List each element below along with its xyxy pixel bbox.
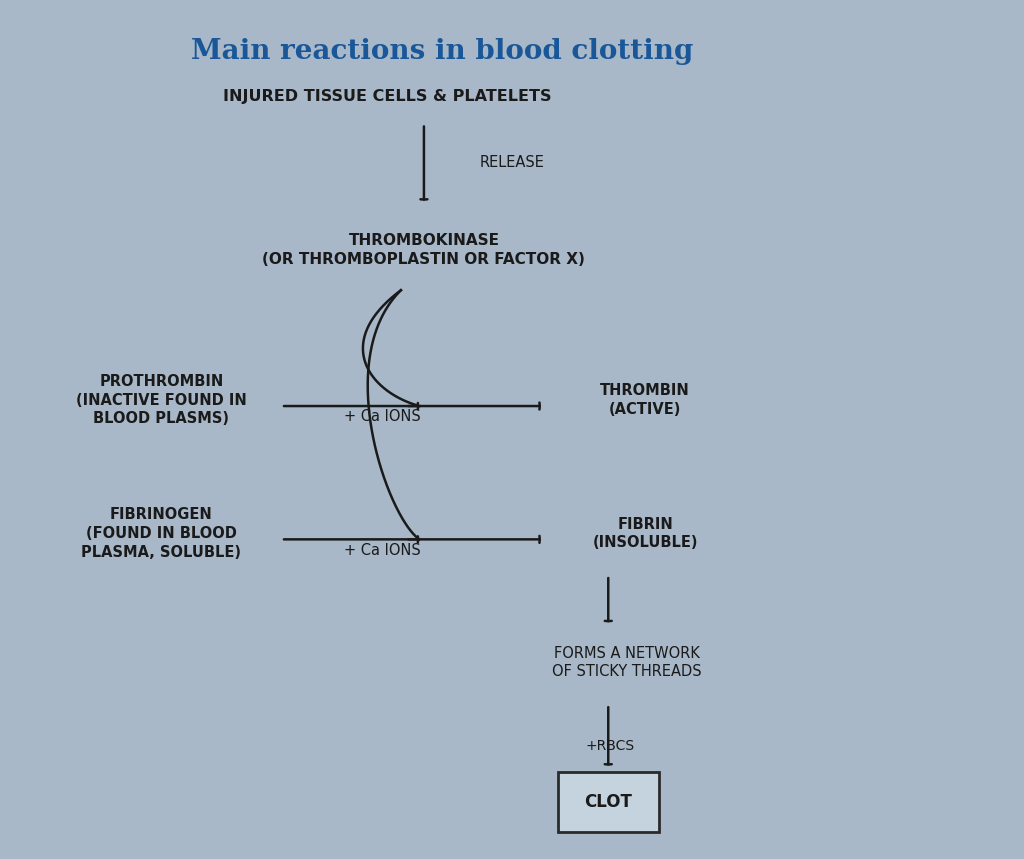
FancyBboxPatch shape <box>557 772 659 832</box>
Text: + Ca IONS: + Ca IONS <box>344 543 421 557</box>
Text: +RBCS: +RBCS <box>586 739 634 753</box>
Text: FIBRIN
(INSOLUBLE): FIBRIN (INSOLUBLE) <box>592 517 698 551</box>
Text: THROMBIN
(ACTIVE): THROMBIN (ACTIVE) <box>600 383 690 417</box>
Text: PROTHROMBIN
(INACTIVE FOUND IN
BLOOD PLASMS): PROTHROMBIN (INACTIVE FOUND IN BLOOD PLA… <box>76 375 247 426</box>
Text: CLOT: CLOT <box>585 793 632 811</box>
Text: + Ca IONS: + Ca IONS <box>344 410 421 424</box>
Text: THROMBOKINASE
(OR THROMBOPLASTIN OR FACTOR X): THROMBOKINASE (OR THROMBOPLASTIN OR FACT… <box>262 234 586 267</box>
Text: Main reactions in blood clotting: Main reactions in blood clotting <box>191 38 693 64</box>
Text: RELEASE: RELEASE <box>479 155 544 170</box>
Text: FORMS A NETWORK
OF STICKY THREADS: FORMS A NETWORK OF STICKY THREADS <box>552 646 701 679</box>
Text: FIBRINOGEN
(FOUND IN BLOOD
PLASMA, SOLUBLE): FIBRINOGEN (FOUND IN BLOOD PLASMA, SOLUB… <box>81 508 242 559</box>
Text: INJURED TISSUE CELLS & PLATELETS: INJURED TISSUE CELLS & PLATELETS <box>223 88 551 104</box>
